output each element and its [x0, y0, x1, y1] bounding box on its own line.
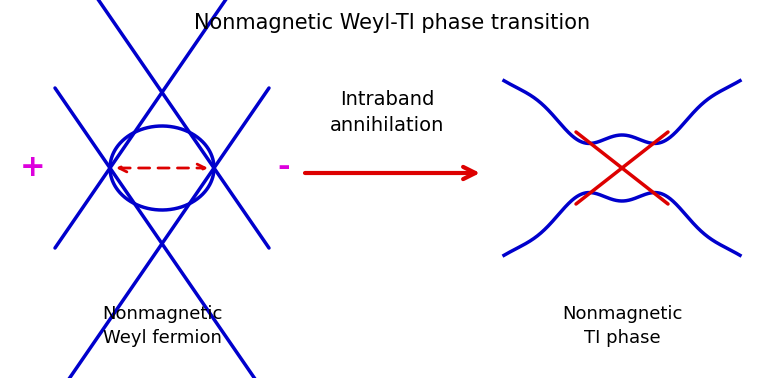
Text: Intraband
annihilation: Intraband annihilation — [330, 90, 445, 135]
Text: Nonmagnetic
TI phase: Nonmagnetic TI phase — [562, 305, 682, 347]
Text: Nonmagnetic Weyl-TI phase transition: Nonmagnetic Weyl-TI phase transition — [194, 13, 590, 33]
Text: -: - — [277, 153, 289, 183]
Text: +: + — [20, 153, 45, 183]
Text: Nonmagnetic
Weyl fermion: Nonmagnetic Weyl fermion — [102, 305, 222, 347]
